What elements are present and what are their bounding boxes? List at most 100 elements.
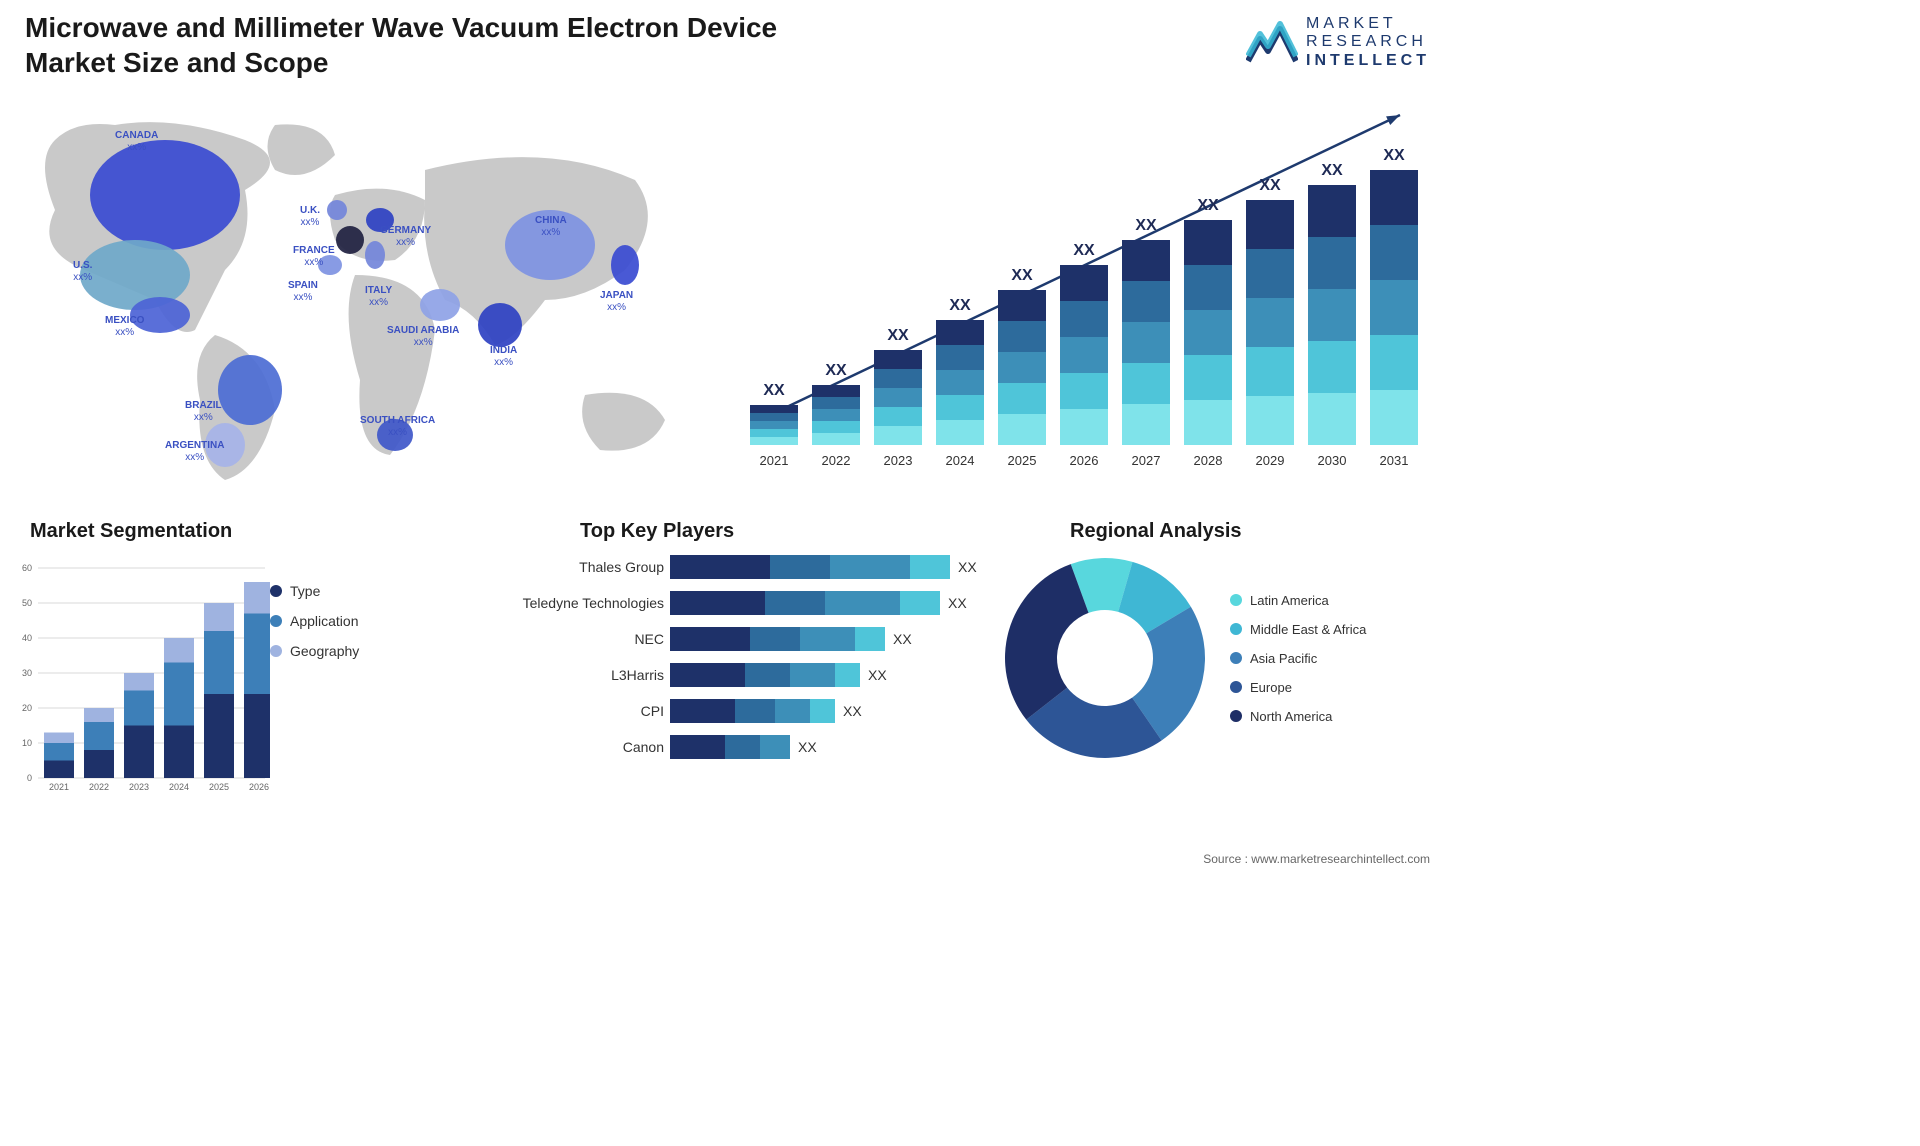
svg-text:2031: 2031	[1380, 453, 1409, 468]
player-bar-seg	[670, 627, 750, 651]
player-bar-seg	[835, 663, 860, 687]
player-name: Canon	[480, 739, 670, 755]
seg-legend-item: Application	[270, 613, 359, 629]
svg-text:2028: 2028	[1194, 453, 1223, 468]
player-name: Teledyne Technologies	[480, 595, 670, 611]
svg-text:2025: 2025	[209, 782, 229, 792]
player-bar-seg	[725, 735, 760, 759]
svg-text:50: 50	[22, 598, 32, 608]
player-bar-seg	[745, 663, 790, 687]
svg-text:2024: 2024	[169, 782, 189, 792]
player-bar-seg	[670, 735, 725, 759]
player-row: Thales GroupXX	[480, 553, 980, 581]
player-bar-seg	[790, 663, 835, 687]
brand-logo: MARKET RESEARCH INTELLECT	[1246, 15, 1430, 70]
svg-text:2024: 2024	[946, 453, 975, 468]
svg-text:2023: 2023	[884, 453, 913, 468]
svg-text:2030: 2030	[1318, 453, 1347, 468]
map-label-brazil: BRAZILxx%	[185, 400, 222, 423]
svg-text:2027: 2027	[1132, 453, 1161, 468]
player-bar-seg	[770, 555, 830, 579]
map-label-u-s-: U.S.xx%	[73, 260, 92, 283]
map-label-saudi-arabia: SAUDI ARABIAxx%	[387, 325, 459, 348]
player-row: NECXX	[480, 625, 980, 653]
regional-donut	[1000, 553, 1210, 763]
segmentation-legend: TypeApplicationGeography	[270, 583, 359, 803]
player-name: NEC	[480, 631, 670, 647]
player-value: XX	[958, 559, 977, 575]
segmentation-panel: Market Segmentation 01020304050602021202…	[10, 520, 470, 820]
regional-legend-item: Middle East & Africa	[1230, 622, 1366, 637]
map-label-japan: JAPANxx%	[600, 290, 633, 313]
svg-text:XX: XX	[763, 382, 785, 399]
svg-text:XX: XX	[1321, 162, 1343, 179]
regional-legend-item: Asia Pacific	[1230, 651, 1366, 666]
player-bar-seg	[670, 663, 745, 687]
svg-text:60: 60	[22, 563, 32, 573]
svg-text:XX: XX	[1011, 267, 1033, 284]
svg-text:2026: 2026	[1070, 453, 1099, 468]
svg-text:XX: XX	[1135, 217, 1157, 234]
svg-text:2022: 2022	[89, 782, 109, 792]
svg-text:XX: XX	[949, 297, 971, 314]
svg-text:XX: XX	[1073, 242, 1095, 259]
map-label-argentina: ARGENTINAxx%	[165, 440, 224, 463]
map-label-germany: GERMANYxx%	[380, 225, 431, 248]
player-bar-seg	[670, 555, 770, 579]
player-bar-seg	[825, 591, 900, 615]
player-bar-seg	[670, 591, 765, 615]
players-title: Top Key Players	[580, 520, 980, 543]
svg-text:2022: 2022	[822, 453, 851, 468]
map-label-u-k-: U.K.xx%	[300, 205, 320, 228]
player-row: Teledyne Technologies XX	[480, 589, 980, 617]
logo-line3: INTELLECT	[1306, 52, 1430, 70]
regional-panel: Regional Analysis Latin AmericaMiddle Ea…	[1000, 520, 1440, 820]
svg-text:2021: 2021	[760, 453, 789, 468]
svg-text:2025: 2025	[1008, 453, 1037, 468]
player-row: CPI XX	[480, 697, 980, 725]
player-value: XX	[948, 595, 967, 611]
player-bar-seg	[900, 591, 940, 615]
svg-text:XX: XX	[887, 327, 909, 344]
svg-text:10: 10	[22, 738, 32, 748]
map-label-spain: SPAINxx%	[288, 280, 318, 303]
svg-text:30: 30	[22, 668, 32, 678]
svg-text:2023: 2023	[129, 782, 149, 792]
svg-text:XX: XX	[1259, 177, 1281, 194]
player-value: XX	[843, 703, 862, 719]
source-label: Source : www.marketresearchintellect.com	[1203, 852, 1430, 866]
map-label-india: INDIAxx%	[490, 345, 517, 368]
player-bar-seg	[760, 735, 790, 759]
player-bar-seg	[800, 627, 855, 651]
map-label-mexico: MEXICOxx%	[105, 315, 144, 338]
logo-line2: RESEARCH	[1306, 33, 1430, 51]
map-label-china: CHINAxx%	[535, 215, 567, 238]
player-row: L3HarrisXX	[480, 661, 980, 689]
player-value: XX	[798, 739, 817, 755]
main-growth-chart: XX 2021 XX 2022 XX 2023 XX 2024 XX 2025 XX 2026 XX 20…	[740, 95, 1430, 490]
player-bar-seg	[830, 555, 910, 579]
regional-legend-item: Latin America	[1230, 593, 1366, 608]
player-bar-seg	[810, 699, 835, 723]
svg-text:2029: 2029	[1256, 453, 1285, 468]
logo-mark-icon	[1246, 21, 1298, 65]
seg-legend-item: Geography	[270, 643, 359, 659]
svg-text:40: 40	[22, 633, 32, 643]
map-label-south-africa: SOUTH AFRICAxx%	[360, 415, 435, 438]
map-label-italy: ITALYxx%	[365, 285, 392, 308]
page-title: Microwave and Millimeter Wave Vacuum Ele…	[25, 10, 855, 80]
player-bar-seg	[910, 555, 950, 579]
svg-text:XX: XX	[1383, 147, 1405, 164]
map-label-canada: CANADAxx%	[115, 130, 158, 153]
svg-text:XX: XX	[1197, 197, 1219, 214]
svg-text:20: 20	[22, 703, 32, 713]
world-map: CANADAxx% U.S.xx% MEXICOxx% BRAZILxx% ARGENT…	[25, 100, 705, 495]
player-row: Canon XX	[480, 733, 980, 761]
player-bar-seg	[775, 699, 810, 723]
player-bar-seg	[855, 627, 885, 651]
player-bar-seg	[765, 591, 825, 615]
regional-legend: Latin America Middle East & Africa Asia Pa…	[1230, 593, 1366, 724]
player-name: CPI	[480, 703, 670, 719]
players-panel: Top Key Players Thales GroupXX Teledyne T…	[480, 520, 980, 820]
svg-text:0: 0	[27, 773, 32, 783]
